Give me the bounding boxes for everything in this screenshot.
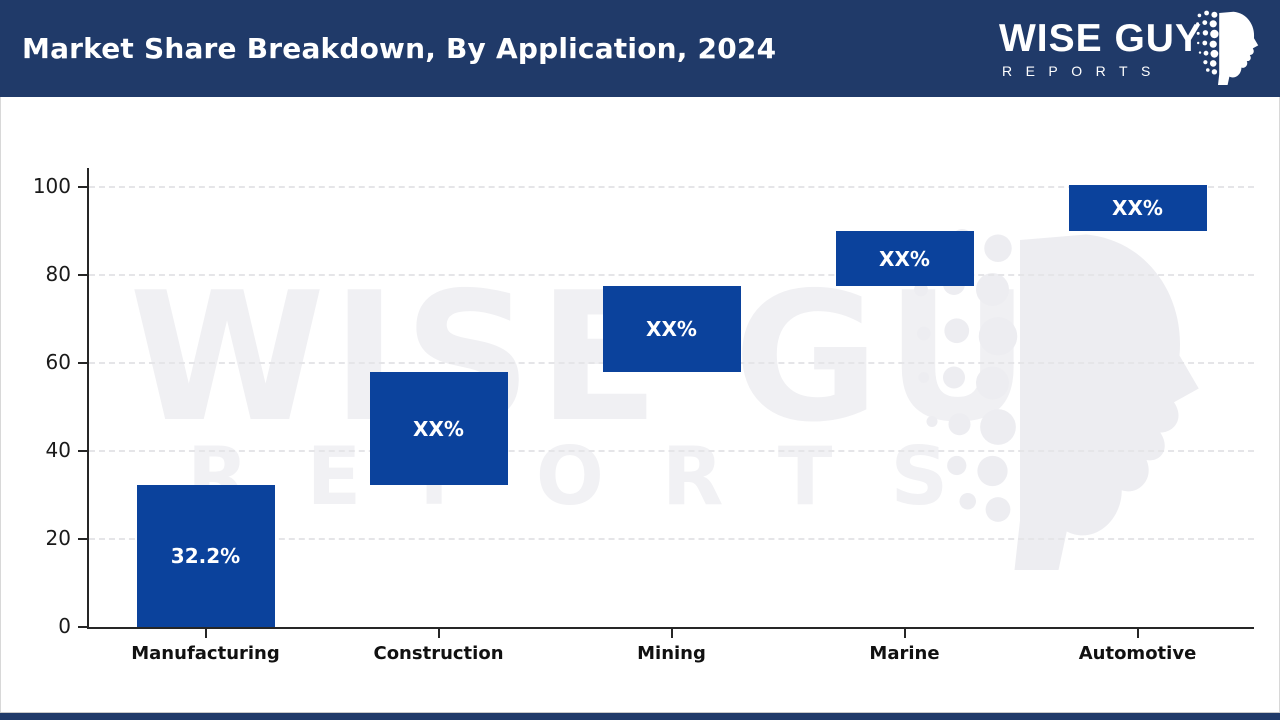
y-tick-label-60: 60 <box>45 350 71 374</box>
bottom-border-line <box>0 712 1280 713</box>
x-category-label: Mining <box>637 643 706 664</box>
logo-brand-subtitle: REPORTS <box>1001 62 1164 79</box>
wise-guy-face-icon <box>1196 10 1259 85</box>
y-tick-label-100: 100 <box>32 174 71 198</box>
y-tick-0 <box>78 626 88 628</box>
watermark-face-icon <box>914 229 1199 570</box>
y-tick-label-80: 80 <box>45 262 71 286</box>
bar-segment-manufacturing: 32.2% <box>136 485 275 627</box>
y-tick-80 <box>78 274 88 276</box>
chart-canvas: WISE GUY REPORTS 0 20 40 60 80 100 Manufacturi… <box>0 97 1280 712</box>
x-tick-2 <box>670 629 673 638</box>
bar-segment-automotive: XX% <box>1068 184 1207 231</box>
y-tick-label-0: 0 <box>58 614 71 638</box>
y-tick-label-40: 40 <box>45 438 71 462</box>
bar-value-label: XX% <box>413 416 464 441</box>
x-tick-4 <box>1136 629 1139 638</box>
x-tick-1 <box>437 629 440 638</box>
gridline-y40 <box>89 450 1254 452</box>
plot-area: 0 20 40 60 80 100 Manufacturing 32.2% Constructi… <box>1 97 1279 712</box>
x-axis-spine <box>87 627 1254 629</box>
y-tick-60 <box>78 362 88 364</box>
x-tick-0 <box>204 629 207 638</box>
y-tick-20 <box>78 538 88 540</box>
y-tick-100 <box>78 186 88 188</box>
wise-guy-logo: WISE GUY REPORTS <box>999 7 1262 91</box>
watermark-reports-text: REPORTS <box>187 430 1007 523</box>
bar-segment-marine: XX% <box>835 231 974 286</box>
bar-value-label: XX% <box>879 246 930 271</box>
y-tick-40 <box>78 450 88 452</box>
logo-wordmark: WISE GUY REPORTS <box>999 19 1202 79</box>
x-tick-3 <box>903 629 906 638</box>
bar-segment-mining: XX% <box>602 286 741 372</box>
bar-value-label: 32.2% <box>170 544 241 569</box>
y-axis-spine <box>87 168 89 629</box>
bar-value-label: XX% <box>646 316 697 341</box>
footer-bar <box>0 713 1280 720</box>
page-title: Market Share Breakdown, By Application, … <box>22 32 777 65</box>
x-category-label: Construction <box>373 643 504 664</box>
logo-brand-name: WISE GUY <box>998 16 1202 60</box>
x-category-label: Manufacturing <box>131 643 280 664</box>
gridline-y80 <box>89 274 1254 276</box>
gridline-y100 <box>89 186 1254 188</box>
bar-value-label: XX% <box>1112 195 1163 220</box>
x-category-label: Marine <box>869 643 940 664</box>
bar-segment-construction: XX% <box>369 371 508 486</box>
y-tick-label-20: 20 <box>45 526 71 550</box>
x-category-label: Automotive <box>1078 643 1197 664</box>
gridline-y20 <box>89 538 1254 540</box>
header-bar: Market Share Breakdown, By Application, … <box>0 0 1280 97</box>
